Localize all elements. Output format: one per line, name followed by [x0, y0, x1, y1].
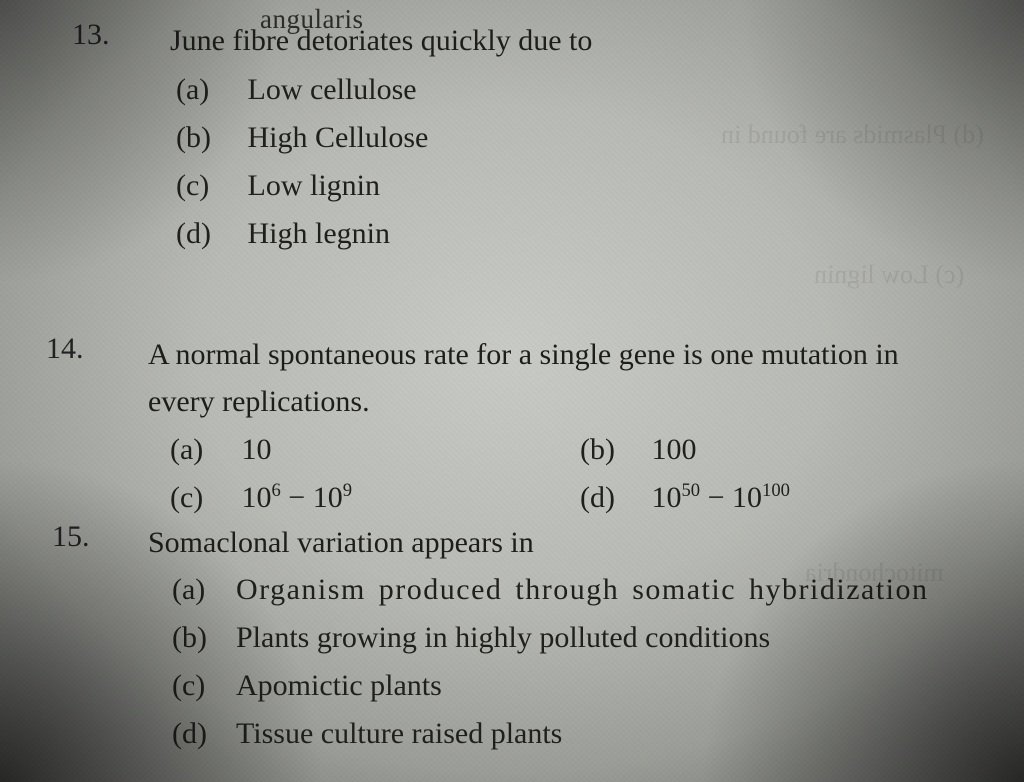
question-options-14: (a) 10 (b) 100 (c) 106 − 109 (d) 1050 − … — [170, 426, 990, 522]
option-text: 10 — [242, 433, 272, 466]
option-13a: (a) Low cellulose — [176, 66, 956, 114]
option-text: Apomictic plants — [236, 662, 442, 710]
option-text: 1050 − 10100 — [652, 481, 790, 514]
question-number-13: 13. — [72, 18, 110, 52]
exam-page: angularis 13. June fibre detoriates quic… — [0, 0, 1024, 782]
option-label: (c) — [172, 662, 236, 710]
option-14a: (a) 10 — [170, 426, 580, 474]
question-options-13: (a) Low cellulose (b) High Cellulose (c)… — [176, 66, 956, 258]
option-13d: (d) High legnin — [176, 210, 956, 258]
option-label: (b) — [580, 426, 644, 474]
option-label: (c) — [170, 474, 234, 522]
option-text: Low lignin — [248, 169, 381, 202]
ghost-text: (c) Low lignin — [814, 260, 964, 290]
ghost-text: (d) Plasmids are found in — [721, 120, 984, 150]
ghost-text: mitochondria — [805, 558, 944, 588]
option-13c: (c) Low lignin — [176, 162, 956, 210]
option-label: (a) — [170, 426, 234, 474]
question-stem-14: A normal spontaneous rate for a single g… — [148, 332, 968, 425]
option-text: Tissue culture raised plants — [236, 710, 562, 758]
option-15b: (b) Plants growing in highly polluted co… — [172, 614, 992, 662]
option-14c: (c) 106 − 109 — [170, 474, 580, 522]
option-text: Plants growing in highly polluted condit… — [236, 614, 770, 662]
option-label: (d) — [176, 210, 240, 258]
question-number-14: 14. — [46, 332, 84, 366]
option-label: (b) — [176, 114, 240, 162]
option-14d: (d) 1050 − 10100 — [580, 474, 790, 522]
option-15c: (c) Apomictic plants — [172, 662, 992, 710]
question-number-15: 15. — [52, 520, 90, 554]
option-label: (c) — [176, 162, 240, 210]
option-label: (d) — [172, 710, 236, 758]
option-label: (a) — [176, 66, 240, 114]
option-text: 100 — [652, 433, 697, 466]
option-text: High legnin — [248, 217, 391, 250]
question-options-15: (a) Organism produced through somatic hy… — [172, 566, 992, 758]
option-text: Low cellulose — [248, 73, 417, 106]
option-label: (a) — [172, 566, 236, 614]
option-text: High Cellulose — [248, 121, 429, 154]
question-stem-13: June fibre detoriates quickly due to — [170, 18, 950, 65]
option-14b: (b) 100 — [580, 426, 697, 474]
option-label: (b) — [172, 614, 236, 662]
option-15d: (d) Tissue culture raised plants — [172, 710, 992, 758]
option-label: (d) — [580, 474, 644, 522]
option-text: 106 − 109 — [242, 481, 353, 514]
